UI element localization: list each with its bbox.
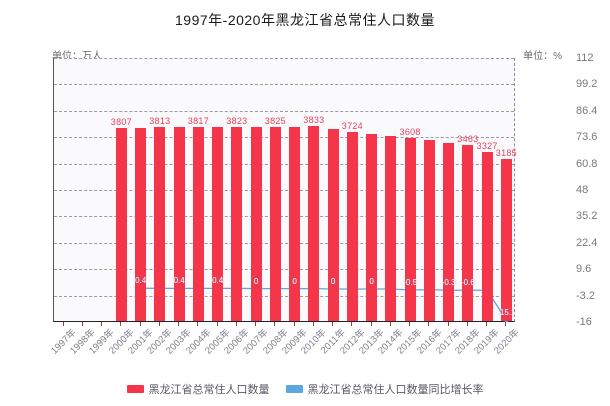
line-value-label: -0.3 — [441, 278, 456, 288]
x-axis-tickmark — [197, 322, 199, 326]
bar-2006年 — [231, 126, 243, 321]
gridline — [54, 84, 514, 86]
line-value-label: 0.4 — [212, 276, 224, 286]
gridline — [54, 295, 514, 297]
bar-value-label: 3463 — [457, 134, 479, 145]
x-axis-tickmark — [466, 322, 468, 326]
x-axis-tickmark — [255, 322, 257, 326]
y-axis-right-tick: 60.8 — [576, 157, 598, 170]
line-value-label: 0.4 — [173, 276, 185, 286]
x-axis-tickmark — [428, 322, 430, 326]
legend-label: 黑龙江省总常住人口数量 — [148, 384, 270, 396]
bar-2011年 — [327, 128, 339, 321]
bar-2002年 — [154, 127, 166, 321]
gridline — [54, 269, 514, 271]
x-axis-tickmark — [235, 322, 237, 326]
gridline — [54, 242, 514, 244]
bar-2010年 — [308, 126, 320, 321]
bar-2009年 — [289, 126, 301, 321]
x-axis-tickmark — [178, 322, 180, 326]
x-axis-tickmark — [332, 322, 334, 326]
line-value-label: 0 — [292, 276, 297, 286]
x-axis-tickmark — [370, 322, 372, 326]
chart-legend: 黑龙江省总常住人口数量 黑龙江省总常住人口数量同比增长率 — [0, 381, 610, 397]
bar-2019年 — [481, 152, 493, 321]
bar-value-label: 3807 — [110, 116, 132, 127]
bar-2018年 — [462, 145, 474, 321]
bar-2015年 — [404, 137, 416, 321]
y-axis-right-tick: 86.4 — [576, 104, 598, 117]
bar-2001年 — [135, 127, 147, 321]
legend-swatch-icon — [285, 385, 303, 393]
bar-value-label: 3833 — [303, 115, 325, 126]
y-axis-right-tick: 73.6 — [576, 131, 598, 144]
bar-2017年 — [443, 142, 455, 321]
gridline — [54, 137, 514, 139]
bar-2013年 — [366, 134, 378, 321]
x-axis-tickmark — [274, 322, 276, 326]
y-axis-right-tick: -16 — [576, 316, 592, 328]
bar-value-label: 3608 — [399, 126, 421, 137]
y-axis-right-tick: -3.2 — [576, 289, 595, 302]
bar-value-label: 3724 — [341, 120, 363, 131]
bar-2008年 — [269, 126, 281, 321]
x-axis-tickmark — [505, 322, 507, 326]
x-axis-tickmark — [120, 322, 122, 326]
x-axis-tickmark — [293, 322, 295, 326]
bar-value-label: 3825 — [264, 115, 286, 126]
legend-label: 黑龙江省总常住人口数量同比增长率 — [307, 384, 484, 396]
bar-2016年 — [423, 140, 435, 321]
x-axis-tickmark — [409, 322, 411, 326]
y-axis-right-tick: 9.6 — [576, 263, 592, 276]
x-axis-tickmark — [158, 322, 160, 326]
bar-2014年 — [385, 135, 397, 321]
bar-2007年 — [250, 126, 262, 321]
gridline — [54, 163, 514, 165]
x-axis-tickmark — [139, 322, 141, 326]
legend-swatch-icon — [126, 385, 144, 393]
y-axis-right-tick: 48 — [576, 184, 589, 196]
x-axis-tickmark — [216, 322, 218, 326]
y-axis-right-tick: 35.2 — [576, 210, 598, 223]
bar-2004年 — [192, 127, 204, 321]
line-value-label: 0 — [330, 277, 336, 286]
bar-2000年 — [115, 127, 127, 321]
line-value-label: -0.5 — [403, 278, 418, 288]
x-axis-tickmark — [486, 322, 488, 326]
line-value-label: -0.6 — [460, 278, 475, 288]
line-value-label: 0 — [369, 277, 374, 286]
x-axis-tickmark — [351, 322, 353, 326]
gridline — [54, 190, 514, 191]
y-axis-left-unit-label: 单位：万人 — [52, 51, 102, 62]
y-axis-right-tick: 22.4 — [576, 236, 598, 249]
gridline — [54, 110, 514, 112]
legend-item-0[interactable]: 黑龙江省总常住人口数量 — [126, 381, 270, 397]
x-axis-tickmark — [81, 322, 83, 326]
line-value-label: 0.4 — [135, 276, 147, 286]
bar-value-label: 3823 — [226, 115, 248, 126]
x-axis-tickmark — [101, 322, 103, 326]
bar-value-label: 3813 — [149, 116, 171, 127]
x-axis-tickmark — [62, 322, 64, 326]
bar-2020年 — [500, 159, 512, 321]
bar-2003年 — [173, 127, 185, 321]
x-axis-tickmark — [447, 322, 449, 326]
bar-value-label: 3185 — [495, 148, 517, 159]
gridline — [54, 58, 514, 59]
bar-value-label: 3817 — [187, 116, 209, 127]
chart-plot-area: 0520104015602080260031203640416046805200… — [53, 52, 597, 328]
page-title: 1997年-2020年黑龙江省总常住人口数量 — [175, 12, 435, 28]
x-axis-tickmark — [312, 322, 314, 326]
legend-item-1[interactable]: 黑龙江省总常住人口数量同比增长率 — [285, 381, 484, 397]
y-axis-right-tick: 112 — [576, 52, 594, 64]
bar-value-label: 3327 — [476, 141, 498, 152]
line-value-label: -15.1 — [497, 308, 516, 318]
gridline — [54, 216, 514, 218]
bar-2005年 — [212, 127, 224, 321]
x-axis-tickmark — [389, 322, 391, 326]
bar-2012年 — [346, 131, 358, 321]
y-axis-right-unit-label: 单位：% — [523, 51, 562, 62]
y-axis-right-tick: 99.2 — [576, 78, 598, 91]
line-value-label: 0 — [253, 276, 259, 286]
